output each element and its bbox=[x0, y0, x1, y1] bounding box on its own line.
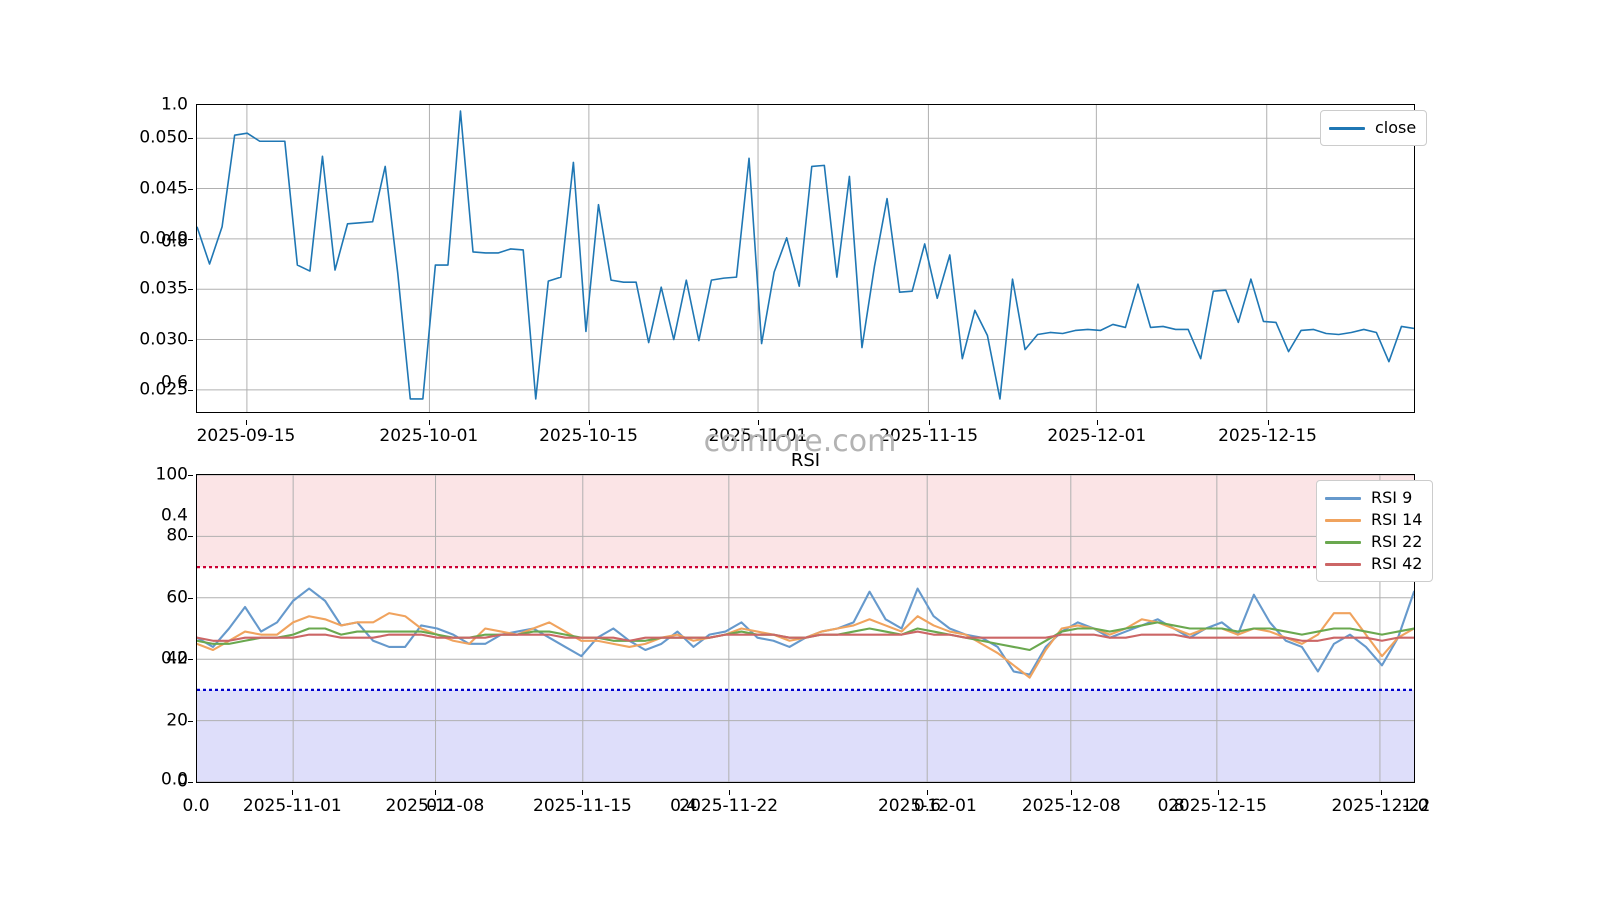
coinlore-watermark: coinlore.com bbox=[703, 424, 897, 459]
rsi-y-tick-label: 40 bbox=[166, 648, 188, 669]
legend-label-close: close bbox=[1375, 118, 1417, 137]
price-y-tick-label: 0.050 bbox=[139, 127, 188, 148]
price-y-tick-mark bbox=[188, 339, 193, 341]
rsi-x-tick-mark bbox=[1071, 790, 1073, 795]
price-x-tick-label: 2025-09-15 bbox=[196, 426, 296, 446]
price-y-tick-label: 0.030 bbox=[139, 329, 188, 350]
rsi-overlay-x-tick-label: 0.8 bbox=[1157, 796, 1185, 816]
rsi-x-tick-mark bbox=[1380, 790, 1382, 795]
rsi-x-tick-mark bbox=[292, 790, 294, 795]
legend-item-close: close bbox=[1329, 117, 1416, 139]
price-overlay-y-tick-label: 1.0 bbox=[160, 94, 188, 115]
legend-item-rsi14: RSI 14 bbox=[1325, 509, 1422, 531]
rsi-y-tick-mark bbox=[188, 659, 193, 661]
rsi-chart-title: RSI bbox=[790, 450, 821, 471]
rsi-x-tick-label: 2025-11-15 bbox=[533, 796, 632, 816]
price-y-tick-label: 0.025 bbox=[139, 379, 188, 400]
rsi-y-tick-label: 20 bbox=[166, 710, 188, 731]
rsi-y-tick-mark bbox=[188, 536, 193, 538]
rsi-overlay-x-tick-label: 1.0 bbox=[1401, 796, 1429, 816]
rsi-overlay-y-tick-label: 0.0 bbox=[160, 769, 188, 790]
price-x-tick-mark bbox=[245, 420, 247, 425]
price-y-tick-mark bbox=[188, 389, 193, 391]
price-x-tick-label: 2025-12-15 bbox=[1218, 426, 1317, 446]
legend-item-rsi42: RSI 42 bbox=[1325, 553, 1422, 575]
price-x-tick-mark bbox=[1267, 420, 1269, 425]
rsi-x-tick-label: 2025-11-08 bbox=[385, 796, 485, 816]
price-overlay-y-tick-label: 0.8 bbox=[160, 231, 188, 252]
price-x-tick-label: 2025-10-01 bbox=[379, 426, 479, 446]
rsi-y-tick-mark bbox=[188, 720, 193, 722]
rsi-chart-legend[interactable]: RSI 9 RSI 14 RSI 22 RSI 42 bbox=[1316, 480, 1434, 582]
price-x-tick-label: 2025-10-15 bbox=[539, 426, 638, 446]
rsi-line-svg bbox=[197, 475, 1414, 782]
price-overlay-y-tick-label: 0.6 bbox=[160, 372, 188, 393]
rsi-overlay-x-tick-label: 0.0 bbox=[182, 796, 210, 816]
price-x-tick-mark bbox=[428, 420, 430, 425]
legend-label-rsi22: RSI 22 bbox=[1371, 532, 1423, 551]
rsi-y-axis-labels: 0 20 40 60 80 100 0.4 0.2 0.0 bbox=[118, 466, 193, 790]
price-y-tick-mark bbox=[188, 138, 193, 140]
price-y-axis-labels: 0.025 0.030 0.035 0.040 0.045 0.050 1.0 0.8 0.6 bbox=[118, 96, 193, 413]
rsi-overlay-x-tick-label: 0.6 bbox=[913, 796, 941, 816]
rsi-x-tick-label: 2025-12-22 bbox=[1331, 796, 1431, 816]
rsi-overlay-x-tick-label: 0.4 bbox=[670, 796, 698, 816]
rsi-overlay-y-tick-label: 0.4 bbox=[160, 505, 188, 526]
rsi-x-tick-label: 2025-12-01 bbox=[877, 796, 977, 816]
price-x-tick-mark bbox=[1096, 420, 1098, 425]
close-color-swatch bbox=[1329, 126, 1365, 130]
legend-label-rsi42: RSI 42 bbox=[1371, 554, 1423, 573]
legend-label-rsi9: RSI 9 bbox=[1371, 488, 1413, 507]
price-x-axis-labels: 2025-09-15 2025-10-01 2025-10-15 2025-11-01… bbox=[196, 420, 1415, 446]
price-x-tick-label: 2025-11-15 bbox=[879, 426, 979, 446]
rsi-overlay-x-tick-label: 0.2 bbox=[426, 796, 454, 816]
rsi-x-tick-label: 2025-12-08 bbox=[1021, 796, 1121, 816]
price-y-tick-label: 0.035 bbox=[139, 278, 188, 299]
price-y-tick-mark bbox=[188, 188, 193, 190]
legend-label-rsi14: RSI 14 bbox=[1371, 510, 1423, 529]
price-y-tick-mark bbox=[188, 238, 193, 240]
rsi-chart-plot-area bbox=[196, 474, 1415, 783]
rsi-x-tick-mark bbox=[927, 790, 929, 795]
rsi-x-tick-mark bbox=[1217, 790, 1219, 795]
rsi-y-tick-label: 100 bbox=[155, 464, 188, 485]
price-chart-plot-area bbox=[196, 104, 1415, 413]
rsi-y-tick-label: 60 bbox=[166, 587, 188, 608]
rsi14-color-swatch bbox=[1325, 518, 1361, 522]
rsi-x-tick-mark bbox=[728, 790, 730, 795]
rsi-x-tick-label: 2025-11-01 bbox=[242, 796, 342, 816]
legend-item-rsi9: RSI 9 bbox=[1325, 487, 1422, 509]
price-y-tick-label: 0.045 bbox=[139, 178, 188, 199]
price-y-tick-label: 0.040 bbox=[139, 228, 188, 249]
rsi-x-axis-labels: 2025-11-01 2025-11-08 2025-11-15 2025-11-22… bbox=[182, 790, 1430, 816]
rsi-y-tick-label: 0 bbox=[177, 771, 188, 792]
price-x-tick-mark bbox=[928, 420, 930, 425]
rsi22-color-swatch bbox=[1325, 540, 1361, 544]
price-chart-legend[interactable]: close bbox=[1320, 110, 1428, 146]
rsi-overlay-y-tick-label: 0.2 bbox=[160, 648, 188, 669]
rsi-x-tick-label: 2025-12-15 bbox=[1168, 796, 1267, 816]
price-line-svg bbox=[197, 105, 1414, 412]
price-x-tick-mark bbox=[757, 420, 759, 425]
legend-item-rsi22: RSI 22 bbox=[1325, 531, 1422, 553]
rsi-y-tick-mark bbox=[188, 597, 193, 599]
price-x-tick-label: 2025-12-01 bbox=[1047, 426, 1147, 446]
rsi-y-tick-mark bbox=[188, 782, 193, 783]
rsi-x-tick-mark bbox=[582, 790, 584, 795]
rsi42-color-swatch bbox=[1325, 562, 1361, 566]
rsi-y-tick-label: 80 bbox=[166, 525, 188, 546]
price-y-tick-mark bbox=[188, 289, 193, 291]
rsi-y-tick-mark bbox=[188, 475, 193, 476]
rsi9-color-swatch bbox=[1325, 496, 1361, 500]
rsi-x-tick-mark bbox=[434, 790, 436, 795]
rsi-x-tick-label: 2025-11-22 bbox=[679, 796, 779, 816]
price-x-tick-mark bbox=[588, 420, 590, 425]
price-x-tick-label: 2025-11-01 bbox=[708, 426, 808, 446]
